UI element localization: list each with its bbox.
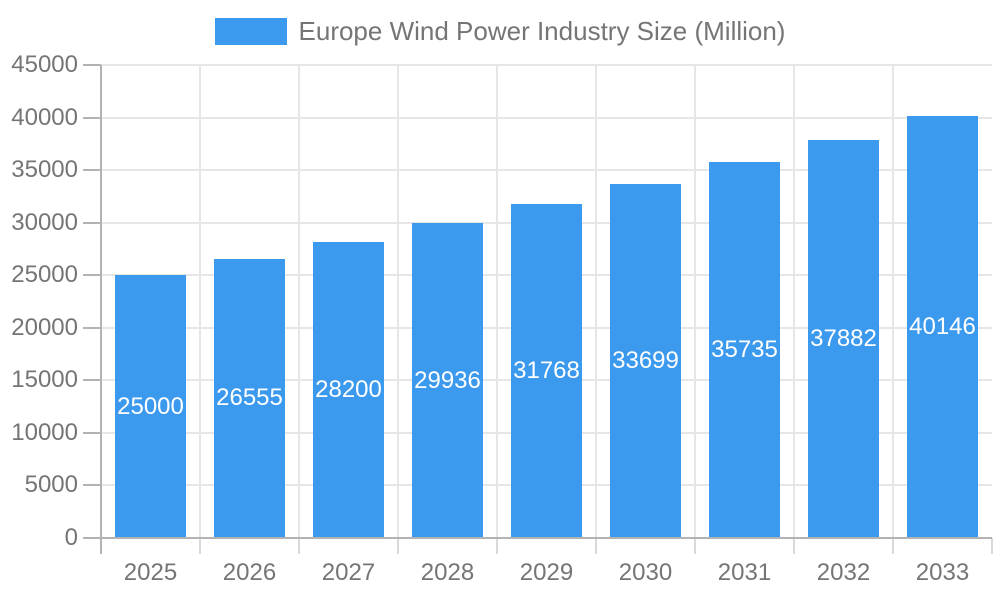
y-axis-tick: [83, 64, 101, 66]
bar[interactable]: 31768: [511, 204, 582, 538]
x-tick-label: 2031: [717, 559, 772, 586]
x-boundary-gridline: [793, 65, 795, 538]
bar[interactable]: 33699: [610, 183, 681, 538]
y-axis-tick: [83, 274, 101, 277]
x-boundary-gridline: [298, 65, 300, 538]
x-axis-tick: [298, 538, 300, 554]
bar-value-label: 35735: [711, 336, 778, 364]
legend-label: Europe Wind Power Industry Size (Million…: [298, 15, 786, 46]
y-axis-tick: [83, 431, 101, 434]
bar-value-label: 33699: [612, 346, 679, 374]
bar-value-label: 37882: [810, 324, 877, 352]
bar[interactable]: 35735: [709, 162, 780, 538]
x-axis-tick: [694, 538, 696, 554]
y-axis-tick: [83, 326, 101, 329]
x-tick-label: 2029: [519, 559, 574, 586]
x-tick-label: 2027: [321, 559, 376, 586]
x-boundary-gridline: [496, 65, 498, 538]
y-axis-tick: [83, 116, 101, 119]
x-axis-tick: [991, 538, 993, 554]
x-tick-label: 2032: [816, 559, 871, 586]
y-axis-tick: [83, 484, 101, 487]
x-axis-tick: [892, 538, 894, 554]
x-boundary-gridline: [595, 65, 597, 538]
x-tick-label: 2028: [420, 559, 475, 586]
x-tick-label: 2026: [222, 559, 277, 586]
x-boundary-gridline: [199, 65, 201, 538]
x-boundary-gridline: [397, 65, 399, 538]
y-tick-label: 35000: [11, 156, 78, 184]
bar-value-label: 31768: [513, 357, 580, 385]
x-boundary-gridline: [694, 65, 696, 538]
y-axis-tick: [83, 379, 101, 382]
bar[interactable]: 29936: [412, 223, 483, 538]
bar[interactable]: 37882: [808, 139, 879, 538]
y-axis-line: [100, 65, 102, 554]
y-gridline: [101, 64, 992, 66]
bar[interactable]: 26555: [214, 258, 285, 538]
bar[interactable]: 28200: [313, 241, 384, 538]
y-tick-label: 45000: [11, 51, 78, 78]
bar-value-label: 40146: [909, 313, 976, 340]
bar[interactable]: 40146: [907, 116, 978, 538]
bar[interactable]: 25000: [115, 275, 186, 538]
x-axis-tick: [199, 538, 201, 554]
x-axis-tick: [397, 538, 399, 554]
y-tick-label: 30000: [11, 208, 78, 236]
bar-value-label: 28200: [315, 375, 382, 403]
y-tick-label: 0: [64, 524, 78, 551]
bar-value-label: 26555: [216, 384, 283, 412]
y-tick-label: 25000: [11, 261, 78, 289]
x-axis-tick: [496, 538, 498, 554]
x-boundary-gridline: [892, 65, 894, 538]
y-tick-label: 10000: [11, 418, 78, 446]
y-axis-tick: [83, 221, 101, 224]
x-tick-label: 2030: [618, 559, 673, 586]
x-tick-label: 2025: [123, 559, 178, 586]
legend-swatch: [214, 17, 287, 45]
y-tick-label: 20000: [11, 313, 78, 341]
y-gridline: [101, 116, 992, 119]
y-tick-label: 15000: [11, 366, 78, 394]
bar-value-label: 25000: [117, 392, 184, 420]
x-axis-tick: [595, 538, 597, 554]
y-axis-tick: [83, 169, 101, 172]
bar-value-label: 29936: [414, 366, 481, 394]
y-tick-label: 5000: [24, 471, 78, 499]
x-tick-label: 2033: [915, 559, 970, 586]
y-axis-tick: [83, 537, 101, 539]
legend: Europe Wind Power Industry Size (Million…: [0, 13, 1000, 49]
y-tick-label: 40000: [11, 103, 78, 131]
x-axis-tick: [793, 538, 795, 554]
